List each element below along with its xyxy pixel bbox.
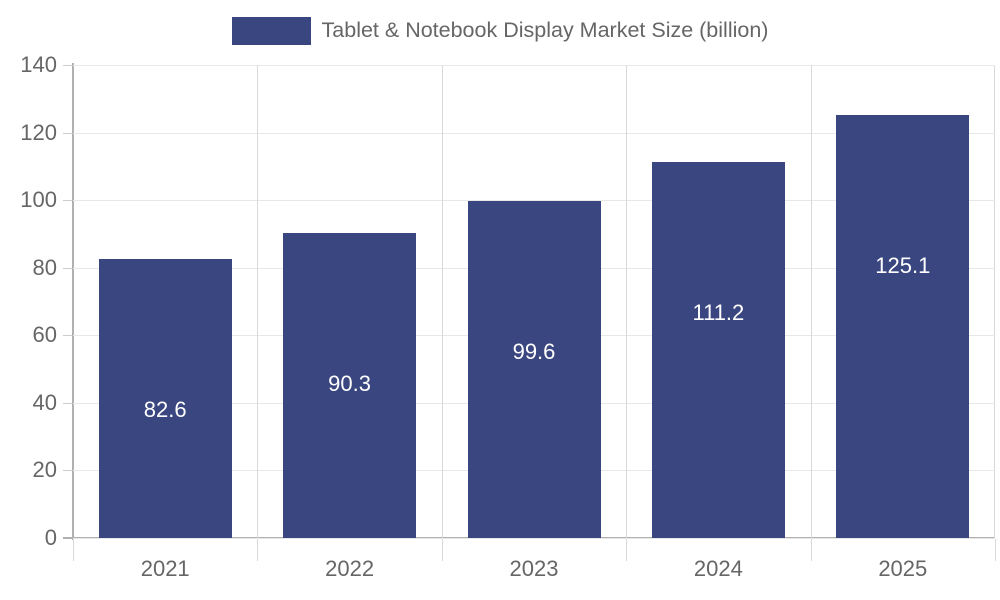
x-axis-tick-label: 2024 bbox=[693, 556, 743, 581]
gridline-horizontal bbox=[73, 538, 995, 539]
bar-value-label: 111.2 bbox=[692, 300, 745, 326]
y-axis-tick-mark bbox=[63, 200, 73, 202]
x-axis-tick-label: 2022 bbox=[325, 556, 375, 581]
y-axis-line bbox=[72, 63, 74, 540]
y-axis-tick-label: 140 bbox=[20, 52, 57, 77]
y-axis-tick-mark bbox=[63, 402, 73, 404]
legend-item-market-size[interactable]: Tablet & Notebook Display Market Size (b… bbox=[231, 17, 769, 45]
y-axis-tick-mark bbox=[63, 132, 73, 134]
gridline-horizontal bbox=[73, 65, 995, 66]
y-axis-tick-label: 20 bbox=[32, 457, 57, 483]
plot-right-border bbox=[994, 65, 995, 538]
bar[interactable] bbox=[467, 201, 601, 538]
x-axis-tick-label: 2023 bbox=[509, 556, 559, 581]
gridline-horizontal bbox=[73, 200, 995, 202]
y-axis-tick-mark bbox=[63, 65, 73, 66]
y-axis-tick-label: 80 bbox=[32, 254, 57, 280]
x-axis-tick-label: 2021 bbox=[140, 556, 190, 581]
y-axis-tick-label: 0 bbox=[44, 525, 57, 550]
gridline-vertical bbox=[257, 65, 259, 538]
y-axis-tick-mark bbox=[63, 470, 73, 472]
x-axis-tick-label: 2025 bbox=[878, 556, 928, 581]
y-axis-tick-mark bbox=[63, 335, 73, 337]
bar-value-label: 125.1 bbox=[875, 253, 931, 279]
y-axis-tick-label: 40 bbox=[32, 389, 57, 415]
gridline-horizontal bbox=[73, 132, 995, 134]
bar[interactable] bbox=[651, 162, 785, 538]
y-axis-tick-label: 100 bbox=[20, 187, 57, 213]
gridline-vertical bbox=[626, 65, 628, 538]
bar-value-label: 82.6 bbox=[143, 396, 187, 422]
x-axis-tick-mark bbox=[995, 539, 996, 561]
x-axis-tick-mark bbox=[73, 539, 74, 561]
legend-color-swatch-icon bbox=[231, 17, 311, 45]
x-axis-tick-mark bbox=[810, 539, 812, 561]
gridline-vertical bbox=[441, 65, 443, 538]
gridline-vertical bbox=[810, 65, 812, 538]
chart-legend: Tablet & Notebook Display Market Size (b… bbox=[0, 14, 1000, 48]
y-axis-tick-mark bbox=[63, 267, 73, 269]
bar[interactable] bbox=[283, 232, 417, 538]
x-axis-tick-mark bbox=[626, 539, 628, 561]
bar-value-label: 90.3 bbox=[328, 370, 371, 396]
plot-area: 82.6 90.3 99.6 111.2 125.1 bbox=[73, 65, 995, 539]
y-axis-tick-label: 60 bbox=[32, 322, 57, 348]
bar-value-label: 99.6 bbox=[512, 339, 556, 365]
bar[interactable] bbox=[98, 258, 232, 538]
legend-label: Tablet & Notebook Display Market Size (b… bbox=[321, 18, 769, 43]
x-axis-tick-mark bbox=[257, 539, 259, 561]
x-axis-tick-mark bbox=[441, 539, 443, 561]
bar[interactable] bbox=[836, 115, 970, 538]
y-axis-tick-label: 120 bbox=[20, 119, 57, 145]
